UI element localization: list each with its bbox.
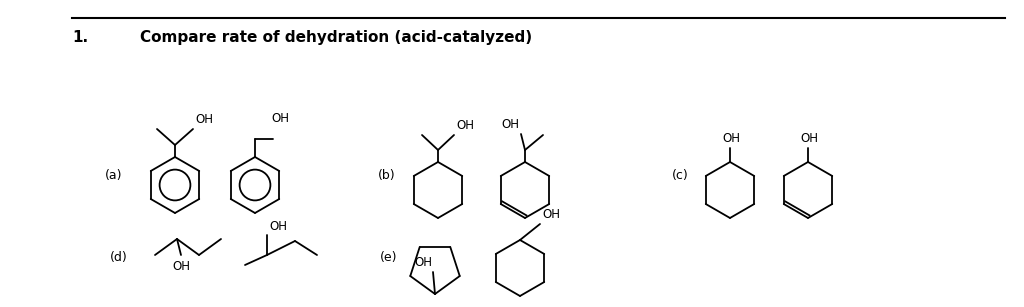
Text: OH: OH: [800, 132, 818, 145]
Text: OH: OH: [172, 260, 190, 273]
Text: (a): (a): [105, 169, 123, 181]
Text: OH: OH: [542, 208, 560, 221]
Text: (d): (d): [110, 251, 128, 265]
Text: Compare rate of dehydration (acid-catalyzed): Compare rate of dehydration (acid-cataly…: [140, 30, 532, 45]
Text: (e): (e): [380, 251, 397, 265]
Text: (c): (c): [672, 169, 689, 181]
Text: OH: OH: [269, 220, 287, 233]
Text: (b): (b): [378, 169, 395, 181]
Text: 1.: 1.: [72, 30, 88, 45]
Text: OH: OH: [456, 119, 474, 132]
Text: OH: OH: [271, 112, 289, 125]
Text: OH: OH: [414, 256, 432, 269]
Text: OH: OH: [722, 132, 740, 145]
Text: OH: OH: [501, 118, 519, 131]
Text: OH: OH: [195, 113, 213, 126]
